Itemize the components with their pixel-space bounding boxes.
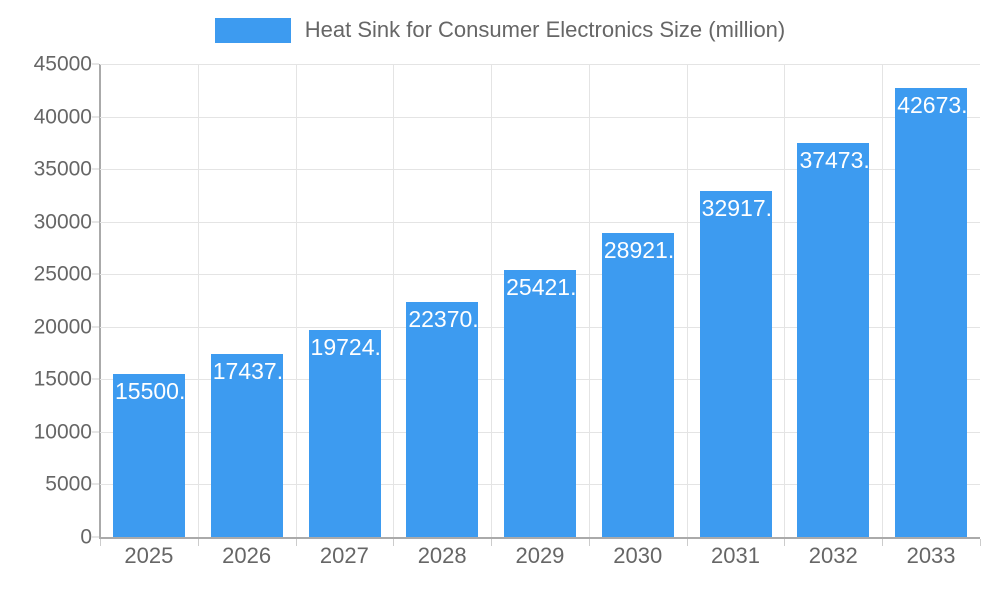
y-axis-tick-mark — [92, 378, 99, 380]
y-axis-tick-mark — [92, 221, 99, 223]
y-axis-tick-label: 45000 — [33, 52, 92, 76]
bar-slot: 37473.1 — [784, 64, 882, 537]
bar-slot: 19724.3 — [296, 64, 394, 537]
bar-value-label: 19724.3 — [310, 335, 381, 359]
x-axis-tick-label: 2025 — [124, 543, 174, 568]
bar[interactable]: 42673.1 — [895, 88, 968, 537]
bar-value-label: 32917.5 — [701, 197, 772, 221]
bar[interactable]: 22370.8 — [406, 301, 479, 537]
plot-area: 15500.0 17437.5 19724.3 22370.8 25421.5 28921… — [100, 64, 980, 539]
bar-slot: 32917.5 — [687, 64, 785, 537]
bar-value-label: 28921.7 — [603, 239, 674, 263]
bar[interactable]: 32917.5 — [699, 191, 772, 537]
x-axis-baseline — [100, 537, 980, 539]
chart-legend: Heat Sink for Consumer Electronics Size … — [0, 12, 1000, 48]
y-axis-line — [99, 64, 101, 539]
gridline-vertical — [491, 64, 493, 537]
y-axis-tick-mark — [92, 536, 99, 538]
x-axis-tick-mark — [491, 539, 493, 546]
x-axis-tick-mark — [882, 539, 884, 546]
x-axis-tick-mark — [100, 539, 101, 546]
bar-slot: 17437.5 — [198, 64, 296, 537]
x-axis-tick-label: 2028 — [417, 543, 467, 568]
bar-value-label: 17437.5 — [212, 359, 283, 383]
y-axis-tick-label: 20000 — [33, 315, 92, 339]
bar-value-label: 25421.5 — [506, 275, 577, 299]
y-axis-tick-label: 25000 — [33, 262, 92, 286]
x-axis-tick-mark — [588, 539, 590, 546]
y-axis-tick-mark — [92, 483, 99, 485]
bar-value-label: 42673.1 — [897, 94, 968, 118]
y-axis-tick-mark — [92, 326, 99, 328]
gridline-horizontal — [100, 169, 980, 171]
x-axis-tick-label: 2027 — [319, 543, 369, 568]
gridline-vertical — [588, 64, 590, 537]
bar-slot: 28921.7 — [589, 64, 687, 537]
bar[interactable]: 19724.3 — [308, 329, 381, 537]
bar[interactable]: 15500.0 — [113, 374, 185, 537]
bar[interactable]: 28921.7 — [601, 233, 674, 537]
x-axis-tick-labels: 2025 2026 2027 2028 2029 2030 2031 2032 2033 — [100, 545, 980, 585]
bar[interactable]: 17437.5 — [210, 353, 283, 537]
y-axis-tick-mark — [92, 273, 99, 275]
gridline-vertical — [784, 64, 786, 537]
x-axis-tick-label: 2033 — [906, 543, 956, 568]
x-axis-tick-label: 2030 — [613, 543, 663, 568]
bar-value-label: 22370.8 — [408, 307, 479, 331]
bar-slot: 42673.1 — [882, 64, 980, 537]
x-axis-tick-mark — [980, 539, 981, 546]
gridline-horizontal — [100, 116, 980, 118]
x-axis-tick-label: 2032 — [808, 543, 858, 568]
x-axis-tick-label: 2026 — [222, 543, 272, 568]
legend-label: Heat Sink for Consumer Electronics Size … — [304, 17, 786, 42]
y-axis-tick-label: 5000 — [45, 472, 92, 496]
bar-slot: 22370.8 — [393, 64, 491, 537]
y-axis-tick-labels: 0 5000 10000 15000 20000 25000 30000 35000 40000… — [0, 54, 99, 548]
x-axis-tick-mark — [197, 539, 199, 546]
y-axis-tick-mark — [92, 168, 99, 170]
gridline-vertical — [393, 64, 395, 537]
x-axis-tick-mark — [686, 539, 688, 546]
y-axis-tick-label: 0 — [80, 525, 92, 549]
bar[interactable]: 25421.5 — [504, 269, 577, 537]
bar-slot: 15500.0 — [100, 64, 198, 537]
x-axis-tick-label: 2031 — [711, 543, 760, 568]
x-axis-tick-mark — [784, 539, 786, 546]
y-axis-tick-mark — [92, 63, 99, 65]
legend-item-heat-sink[interactable]: Heat Sink for Consumer Electronics Size … — [214, 17, 786, 43]
gridline-horizontal — [100, 221, 980, 223]
y-axis-tick-label: 15000 — [33, 367, 92, 391]
bar-value-label: 37473.1 — [799, 149, 870, 173]
gridline-vertical — [686, 64, 688, 537]
y-axis-tick-mark — [92, 431, 99, 433]
bar[interactable]: 37473.1 — [797, 143, 870, 537]
gridline-vertical — [295, 64, 297, 537]
bar-slot: 25421.5 — [491, 64, 589, 537]
gridline-vertical — [197, 64, 199, 537]
x-axis-tick-mark — [393, 539, 395, 546]
y-axis-tick-label: 35000 — [33, 157, 92, 181]
y-axis-tick-label: 10000 — [33, 420, 92, 444]
x-axis-tick-marks — [100, 539, 981, 547]
legend-color-swatch-icon — [214, 17, 291, 43]
y-axis-tick-label: 40000 — [33, 105, 92, 129]
x-axis-tick-mark — [295, 539, 297, 546]
gridline-vertical — [882, 64, 884, 537]
y-axis-tick-mark — [92, 116, 99, 118]
bar-value-label: 15500.0 — [115, 380, 185, 404]
y-axis-tick-label: 30000 — [33, 210, 92, 234]
gridline-horizontal — [100, 64, 980, 65]
x-axis-tick-label: 2029 — [515, 543, 565, 568]
